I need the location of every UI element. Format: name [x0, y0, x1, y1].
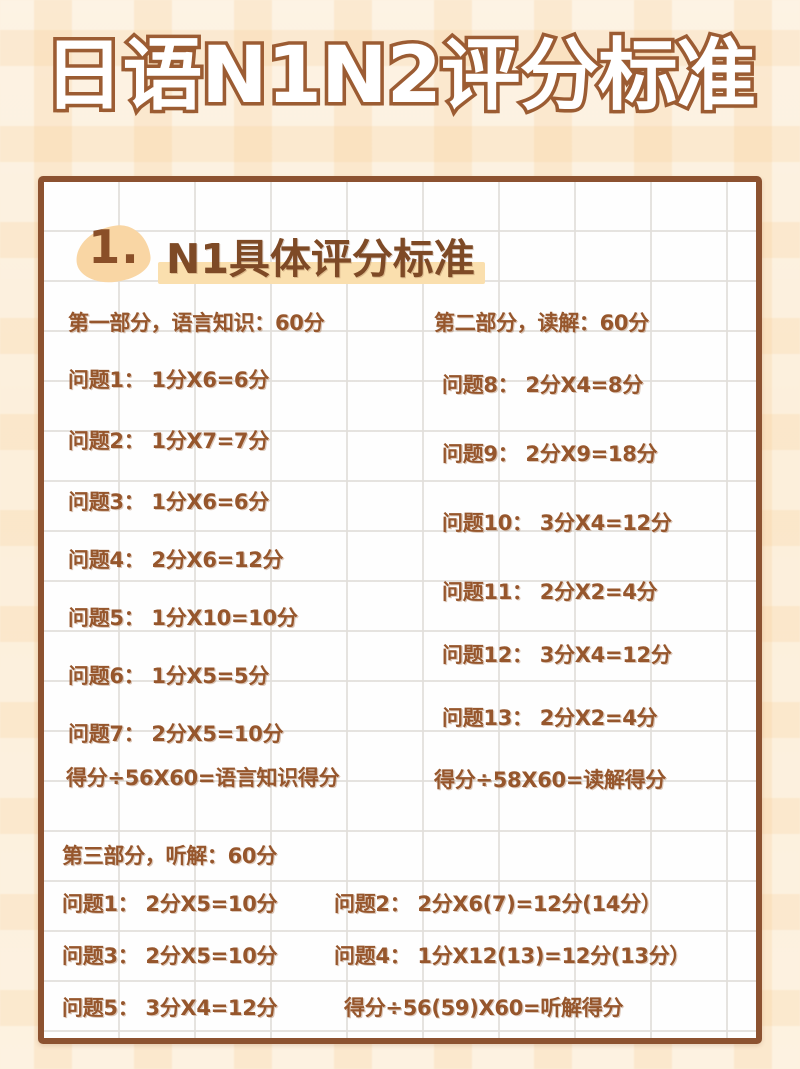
- part2-header: 第二部分，读解：60分: [434, 311, 649, 335]
- part3-row-3-left: 问题5： 3分X4=12分: [62, 996, 278, 1020]
- part3-row-2-right: 问题4： 1分X12(13)=12分(13分）: [334, 944, 691, 968]
- part2-formula: 得分÷58X60=读解得分: [434, 768, 666, 792]
- part3-row-1-right: 问题2： 2分X6(7)=12分(14分）: [334, 892, 662, 916]
- part1-item-2: 问题2： 1分X7=7分: [68, 429, 269, 453]
- part1-header: 第一部分，语言知识：60分: [68, 311, 325, 335]
- content-card: 1. N1具体评分标准 第一部分，语言知识：60分 问题1： 1分X6=6分 问…: [38, 176, 762, 1044]
- heading-highlight-bar: [158, 262, 485, 284]
- part2-item-10: 问题10： 3分X4=12分: [442, 511, 672, 535]
- part1-item-7: 问题7： 2分X5=10分: [68, 722, 284, 746]
- title-container: 日语N1N2评分标准: [0, 31, 800, 121]
- section-index: 1.: [88, 220, 140, 274]
- section-heading-text: N1具体评分标准: [166, 235, 475, 283]
- section-heading: 1. N1具体评分标准: [72, 206, 485, 286]
- part3-row-1-left: 问题1： 2分X5=10分: [62, 892, 278, 916]
- part2-item-12: 问题12： 3分X4=12分: [442, 643, 672, 667]
- section-index-wrap: 1.: [72, 210, 156, 286]
- part3-row-3-right: 得分÷56(59)X60=听解得分: [344, 996, 624, 1020]
- part2-item-9: 问题9： 2分X9=18分: [442, 442, 658, 466]
- part1-item-4: 问题4： 2分X6=12分: [68, 548, 284, 572]
- part2-item-13: 问题13： 2分X2=4分: [442, 706, 658, 730]
- part1-item-6: 问题6： 1分X5=5分: [68, 664, 269, 688]
- section-heading-text-wrap: N1具体评分标准: [158, 224, 485, 286]
- part2-item-8: 问题8： 2分X4=8分: [442, 373, 643, 397]
- part1-item-3: 问题3： 1分X6=6分: [68, 490, 269, 514]
- page-title: 日语N1N2评分标准: [41, 31, 760, 121]
- part1-item-1: 问题1： 1分X6=6分: [68, 368, 269, 392]
- part3-header: 第三部分，听解：60分: [62, 844, 277, 868]
- part1-item-5: 问题5： 1分X10=10分: [68, 606, 298, 630]
- part2-item-11: 问题11： 2分X2=4分: [442, 580, 658, 604]
- part1-formula: 得分÷56X60=语言知识得分: [66, 766, 340, 790]
- part3-row-2-left: 问题3： 2分X5=10分: [62, 944, 278, 968]
